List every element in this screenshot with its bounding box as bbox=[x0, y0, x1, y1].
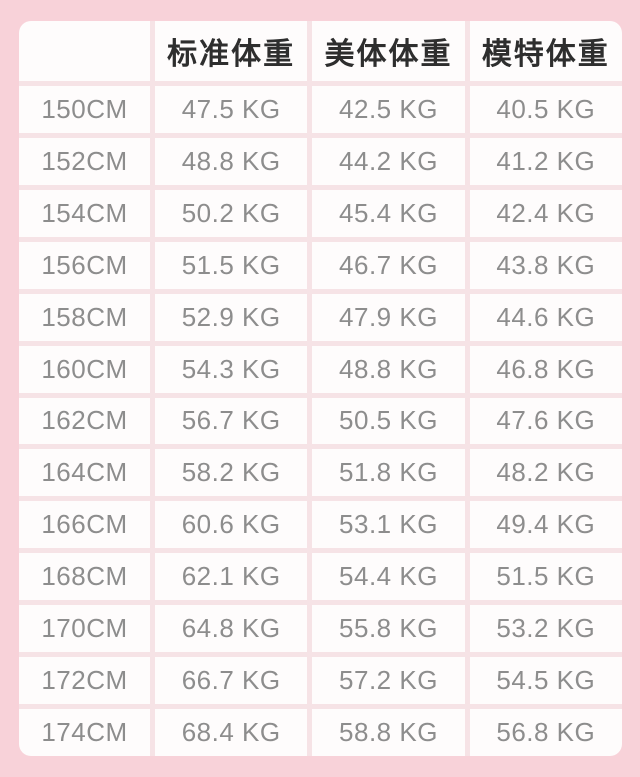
column-header-3: 模特体重 bbox=[469, 21, 622, 81]
weight-cell: 50.2 KG bbox=[155, 189, 308, 237]
weight-cell: 47.6 KG bbox=[469, 397, 622, 445]
weight-cell: 43.8 KG bbox=[469, 241, 622, 289]
weight-cell: 48.8 KG bbox=[155, 137, 308, 185]
height-cell: 172CM bbox=[19, 657, 150, 705]
weight-cell: 62.1 KG bbox=[155, 553, 308, 601]
weight-cell: 55.8 KG bbox=[312, 605, 465, 653]
weight-cell: 42.4 KG bbox=[469, 189, 622, 237]
weight-cell: 47.9 KG bbox=[312, 293, 465, 341]
weight-cell: 58.8 KG bbox=[312, 709, 465, 756]
weight-cell: 53.2 KG bbox=[469, 605, 622, 653]
height-cell: 164CM bbox=[19, 449, 150, 497]
column-header-height-blank bbox=[19, 21, 150, 81]
weight-cell: 46.8 KG bbox=[469, 345, 622, 393]
weight-cell: 48.8 KG bbox=[312, 345, 465, 393]
height-cell: 166CM bbox=[19, 501, 150, 549]
weight-cell: 68.4 KG bbox=[155, 709, 308, 756]
weight-cell: 40.5 KG bbox=[469, 86, 622, 133]
weight-cell: 57.2 KG bbox=[312, 657, 465, 705]
weight-cell: 49.4 KG bbox=[469, 501, 622, 549]
weight-cell: 51.5 KG bbox=[469, 553, 622, 601]
weight-cell: 56.8 KG bbox=[469, 709, 622, 756]
weight-cell: 46.7 KG bbox=[312, 241, 465, 289]
weight-cell: 64.8 KG bbox=[155, 605, 308, 653]
weight-table: 标准体重 美体体重 模特体重 150CM 47.5 KG 42.5 KG 40.5 KG 15… bbox=[19, 21, 622, 756]
column-header-2: 美体体重 bbox=[312, 21, 465, 81]
weight-cell: 50.5 KG bbox=[312, 397, 465, 445]
weight-cell: 51.8 KG bbox=[312, 449, 465, 497]
weight-cell: 53.1 KG bbox=[312, 501, 465, 549]
height-cell: 160CM bbox=[19, 345, 150, 393]
weight-cell: 44.6 KG bbox=[469, 293, 622, 341]
weight-cell: 58.2 KG bbox=[155, 449, 308, 497]
weight-cell: 54.3 KG bbox=[155, 345, 308, 393]
height-cell: 174CM bbox=[19, 709, 150, 756]
weight-cell: 41.2 KG bbox=[469, 137, 622, 185]
weight-cell: 66.7 KG bbox=[155, 657, 308, 705]
weight-cell: 47.5 KG bbox=[155, 86, 308, 133]
weight-cell: 54.4 KG bbox=[312, 553, 465, 601]
height-cell: 168CM bbox=[19, 553, 150, 601]
weight-cell: 54.5 KG bbox=[469, 657, 622, 705]
column-header-1: 标准体重 bbox=[155, 21, 308, 81]
height-cell: 156CM bbox=[19, 241, 150, 289]
height-cell: 170CM bbox=[19, 605, 150, 653]
height-cell: 150CM bbox=[19, 86, 150, 133]
weight-cell: 42.5 KG bbox=[312, 86, 465, 133]
weight-cell: 60.6 KG bbox=[155, 501, 308, 549]
height-cell: 162CM bbox=[19, 397, 150, 445]
weight-cell: 45.4 KG bbox=[312, 189, 465, 237]
weight-cell: 48.2 KG bbox=[469, 449, 622, 497]
weight-cell: 52.9 KG bbox=[155, 293, 308, 341]
height-cell: 154CM bbox=[19, 189, 150, 237]
height-cell: 158CM bbox=[19, 293, 150, 341]
height-cell: 152CM bbox=[19, 137, 150, 185]
weight-cell: 44.2 KG bbox=[312, 137, 465, 185]
weight-cell: 56.7 KG bbox=[155, 397, 308, 445]
weight-cell: 51.5 KG bbox=[155, 241, 308, 289]
